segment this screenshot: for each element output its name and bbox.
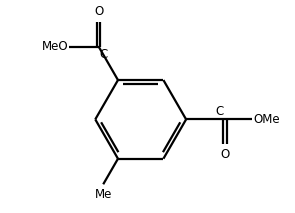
Text: O: O [220, 148, 229, 161]
Text: Me: Me [94, 188, 112, 201]
Text: OMe: OMe [253, 113, 280, 126]
Text: O: O [94, 5, 103, 18]
Text: C: C [215, 105, 224, 118]
Text: MeO: MeO [41, 40, 68, 53]
Text: C: C [100, 48, 108, 61]
